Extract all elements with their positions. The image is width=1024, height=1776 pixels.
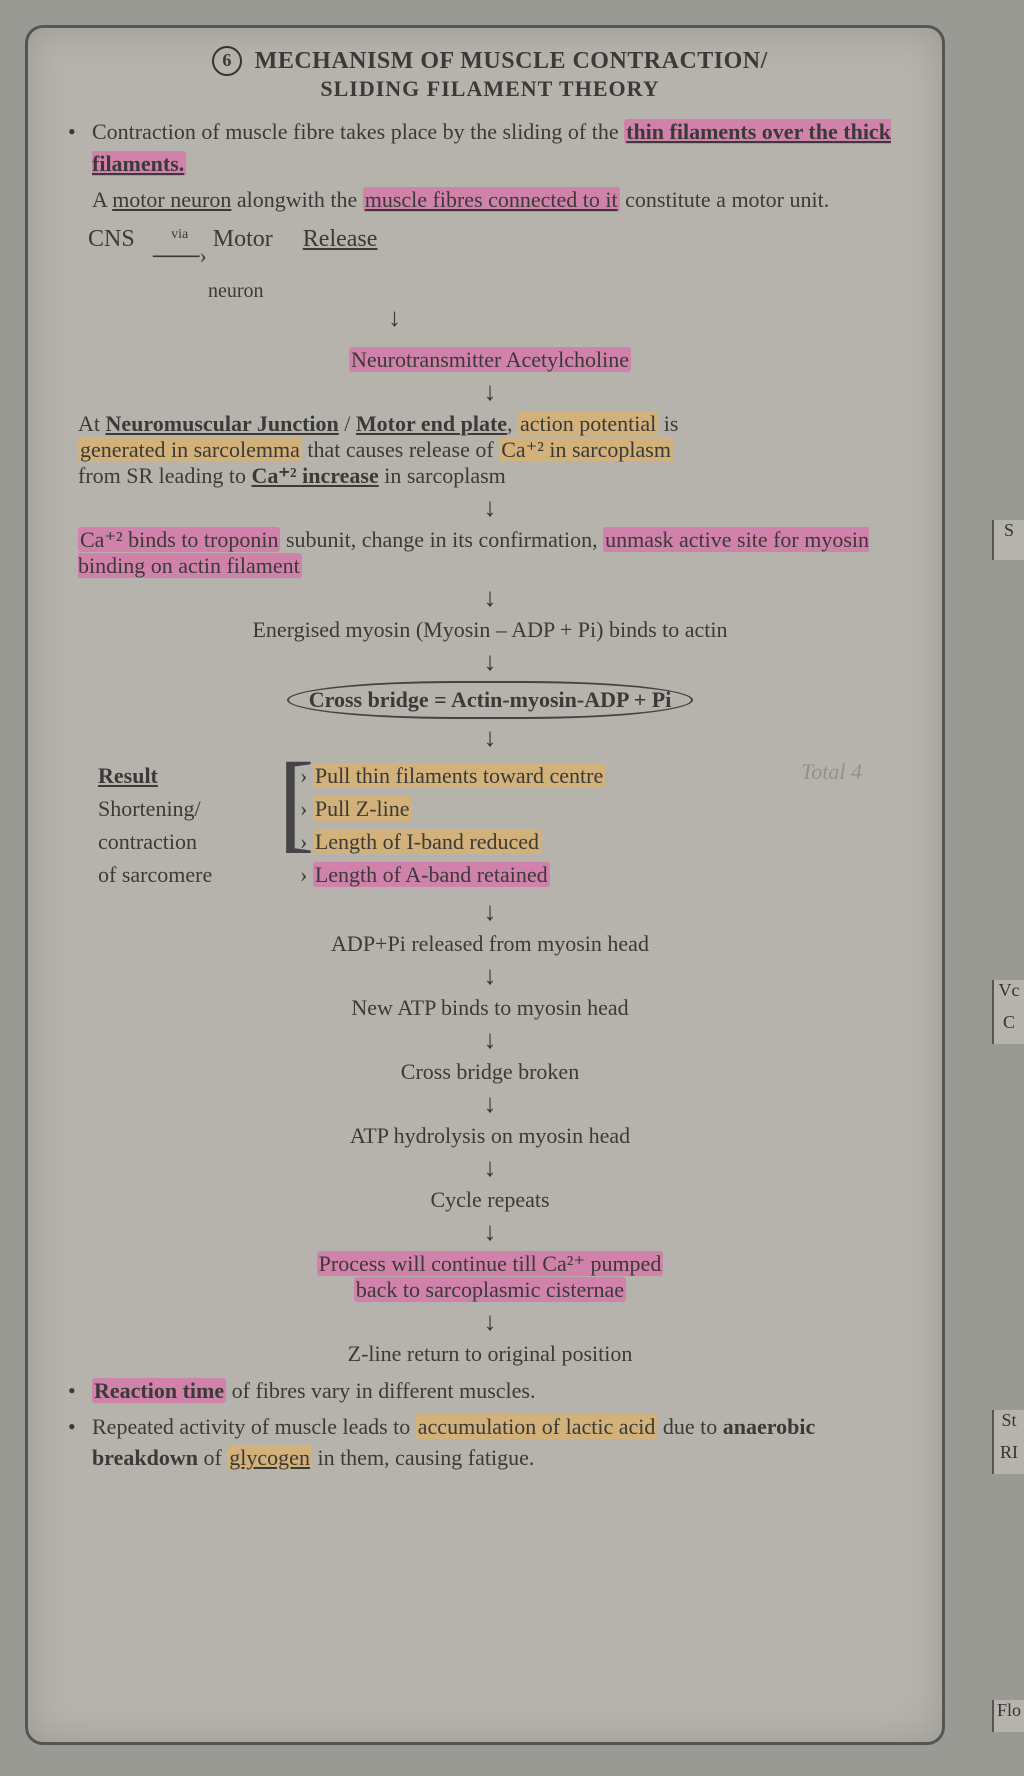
title-text: MECHANISM OF MUSCLE CONTRACTION/ [255, 48, 768, 74]
step-adp-release: ADP+Pi released from myosin head [68, 931, 912, 957]
step-neurotransmitter: Neurotransmitter Acetylcholine [68, 347, 912, 373]
bullet-dot-icon: • [68, 1411, 92, 1475]
sr-e: Ca⁺² increase [252, 463, 379, 488]
arrow-down-icon: ↓ [68, 963, 912, 989]
step-new-atp: New ATP binds to myosin head [68, 995, 912, 1021]
f2-b: accumulation of lactic acid [416, 1414, 658, 1439]
side-fragment-c: C [992, 1012, 1024, 1044]
cns-label: CNS [88, 226, 135, 253]
sr-b: that causes release of [302, 437, 499, 462]
nmj-d: Motor end plate [356, 411, 507, 436]
motor-label: Motor [213, 226, 273, 252]
intro2-d: muscle fibres connected to it [363, 187, 620, 212]
intro2-c: alongwith the [231, 187, 362, 212]
step-broken: Cross bridge broken [68, 1059, 912, 1085]
f2-f: glycogen [227, 1445, 312, 1470]
neuron-label: neuron [208, 280, 912, 303]
sr-c: Ca⁺² in sarcoplasm [499, 437, 673, 462]
intro2-a: A [92, 187, 112, 212]
nmj-a: At [78, 411, 106, 436]
step-nmj: At Neuromuscular Junction / Motor end pl… [78, 411, 912, 489]
subtitle: SLIDING FILAMENT THEORY [68, 76, 912, 102]
f1-b: of fibres vary in different muscles. [226, 1378, 535, 1403]
crossbridge-formula: Cross bridge = Actin-myosin-ADP + Pi [287, 681, 694, 719]
section-number: 6 [212, 46, 242, 76]
arrow-down-icon: ↓ [68, 585, 912, 611]
result-heading: Result [98, 763, 158, 788]
arrow-down-icon: ↓ [68, 1091, 912, 1117]
result-r4: Length of A-band retained [313, 862, 550, 887]
intro2-e: constitute a motor unit. [620, 187, 830, 212]
arrow-down-icon: ↓ [68, 899, 912, 925]
f2-a: Repeated activity of muscle leads to [92, 1414, 416, 1439]
side-fragment-s: S [992, 520, 1024, 560]
step-troponin: Ca⁺² binds to troponin subunit, change i… [78, 527, 912, 579]
arrow-down-icon: ↓ [68, 725, 912, 751]
result-r1: Pull thin filaments toward centre [313, 763, 605, 788]
arrow-down-icon: ↓ [68, 1027, 912, 1053]
arrow-down-icon: ↓ [68, 649, 912, 675]
intro-bullet-1: • Contraction of muscle fibre takes plac… [68, 116, 912, 180]
title-row: 6 MECHANISM OF MUSCLE CONTRACTION/ [68, 46, 912, 76]
arrow-down-icon: ↓ [388, 303, 912, 333]
arrow-down-icon: ↓ [68, 1309, 912, 1335]
arrow-down-icon: ↓ [68, 495, 912, 521]
f1-a: Reaction time [92, 1378, 226, 1403]
result-r3: Length of I-band reduced [313, 829, 541, 854]
sr-a: generated in sarcolemma [78, 437, 302, 462]
neurotransmitter-text: Neurotransmitter Acetylcholine [349, 347, 631, 372]
intro2-b: motor neuron [112, 187, 231, 212]
intro-line-2: A motor neuron alongwith the muscle fibr… [92, 184, 912, 216]
sr-d: from SR leading to [78, 463, 252, 488]
process-a: Process will continue till Ca²⁺ pumped [317, 1251, 664, 1276]
nmj-e: , [507, 411, 518, 436]
f2-e: of [198, 1445, 227, 1470]
step-hydrolysis: ATP hydrolysis on myosin head [68, 1123, 912, 1149]
arrow-down-icon: ↓ [68, 1155, 912, 1181]
intro1-a: Contraction of muscle fibre takes place … [92, 119, 624, 144]
bullet-dot-icon: • [68, 1375, 92, 1407]
intro-block: • Contraction of muscle fibre takes plac… [68, 116, 912, 216]
bullet-dot-icon: • [68, 116, 92, 180]
via-label: via [171, 227, 188, 243]
troponin-a: Ca⁺² binds to troponin [78, 527, 280, 552]
nmj-g: is [658, 411, 678, 436]
process-b: back to sarcoplasmic cisternae [354, 1277, 626, 1302]
result-l3: of sarcomere [98, 862, 212, 887]
nmj-f: action potential [518, 411, 658, 436]
step-zline: Z-line return to original position [68, 1341, 912, 1367]
side-fragment-st: St [992, 1410, 1024, 1442]
troponin-b: subunit, change in its confirmation, [280, 527, 603, 552]
side-fragment-vc: Vc [992, 980, 1024, 1012]
footer-block: • Reaction time of fibres vary in differ… [68, 1375, 912, 1475]
bracket-icon: [ [278, 749, 300, 881]
nmj-b: Neuromuscular Junction [106, 411, 339, 436]
nmj-c: / [339, 411, 356, 436]
flowchart: Neurotransmitter Acetylcholine ↓ At Neur… [68, 347, 912, 1367]
side-fragment-ri: RI [992, 1442, 1024, 1474]
footer-bullet-1: • Reaction time of fibres vary in differ… [68, 1375, 912, 1407]
sr-f: in sarcoplasm [379, 463, 506, 488]
result-l2: contraction [98, 829, 197, 854]
step-cycle: Cycle repeats [68, 1187, 912, 1213]
step-process: Process will continue till Ca²⁺ pumped b… [68, 1251, 912, 1303]
side-fragment-flo: Flo [992, 1700, 1024, 1732]
arrow-down-icon: ↓ [68, 1219, 912, 1245]
result-r2: Pull Z-line [313, 796, 412, 821]
arrow-right-icon: ───› [153, 243, 207, 268]
cns-row: CNS via ───› Motor Release [88, 226, 912, 280]
step-energised: Energised myosin (Myosin – ADP + Pi) bin… [68, 617, 912, 643]
f2-c: due to [657, 1414, 722, 1439]
f2-g: in them, causing fatigue. [312, 1445, 534, 1470]
arrow-down-icon: ↓ [68, 379, 912, 405]
result-block: Result Shortening/ contraction of sarcom… [98, 759, 912, 891]
page-container: 6 MECHANISM OF MUSCLE CONTRACTION/ SLIDI… [25, 25, 945, 1745]
release-label: Release [303, 226, 378, 253]
result-l1: Shortening/ [98, 796, 201, 821]
footer-bullet-2: • Repeated activity of muscle leads to a… [68, 1411, 912, 1475]
pencil-note-total4: Total 4 [801, 759, 862, 785]
step-crossbridge: Cross bridge = Actin-myosin-ADP + Pi Tot… [68, 681, 912, 719]
